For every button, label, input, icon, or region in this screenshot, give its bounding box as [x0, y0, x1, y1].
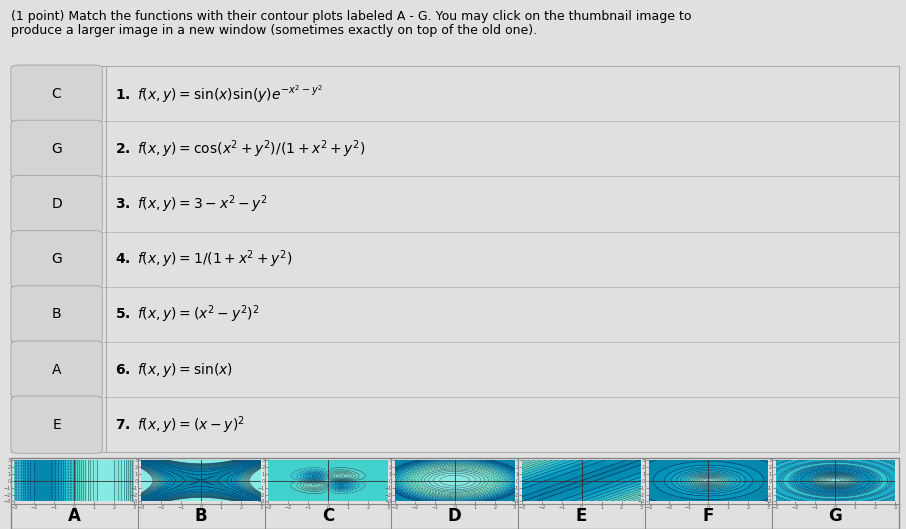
Text: D: D — [52, 197, 62, 211]
Text: D: D — [448, 507, 462, 525]
Text: $\mathbf{7.}$ $f(x,y) = (x-y)^2$: $\mathbf{7.}$ $f(x,y) = (x-y)^2$ — [115, 414, 245, 435]
Text: F: F — [703, 507, 714, 525]
Text: (1 point) Match the functions with their contour plots labeled A - G. You may cl: (1 point) Match the functions with their… — [11, 10, 691, 23]
Text: E: E — [53, 418, 61, 432]
Text: produce a larger image in a new window (sometimes exactly on top of the old one): produce a larger image in a new window (… — [11, 24, 537, 37]
Text: B: B — [52, 307, 62, 322]
Text: $\mathbf{4.}$ $f(x,y) = 1/(1+x^2+y^2)$: $\mathbf{4.}$ $f(x,y) = 1/(1+x^2+y^2)$ — [115, 249, 293, 270]
Text: C: C — [52, 87, 62, 101]
Text: $\mathbf{1.}$ $f(x,y) = \sin(x)\sin(y)e^{-x^2-y^2}$: $\mathbf{1.}$ $f(x,y) = \sin(x)\sin(y)e^… — [115, 83, 323, 105]
Text: $\mathbf{6.}$ $f(x,y) = \sin(x)$: $\mathbf{6.}$ $f(x,y) = \sin(x)$ — [115, 361, 233, 379]
Text: $\mathbf{5.}$ $f(x,y) = (x^2-y^2)^2$: $\mathbf{5.}$ $f(x,y) = (x^2-y^2)^2$ — [115, 304, 259, 325]
Text: A: A — [68, 507, 81, 525]
Text: C: C — [322, 507, 334, 525]
Text: G: G — [828, 507, 843, 525]
Text: A: A — [52, 362, 62, 377]
Text: G: G — [52, 252, 62, 266]
Text: B: B — [195, 507, 207, 525]
Text: $\mathbf{3.}$ $f(x,y) = 3-x^2-y^2$: $\mathbf{3.}$ $f(x,y) = 3-x^2-y^2$ — [115, 193, 268, 215]
Text: E: E — [576, 507, 587, 525]
Text: $\mathbf{2.}$ $f(x,y) = \cos(x^2+y^2)/(1+x^2+y^2)$: $\mathbf{2.}$ $f(x,y) = \cos(x^2+y^2)/(1… — [115, 138, 365, 160]
Text: G: G — [52, 142, 62, 156]
